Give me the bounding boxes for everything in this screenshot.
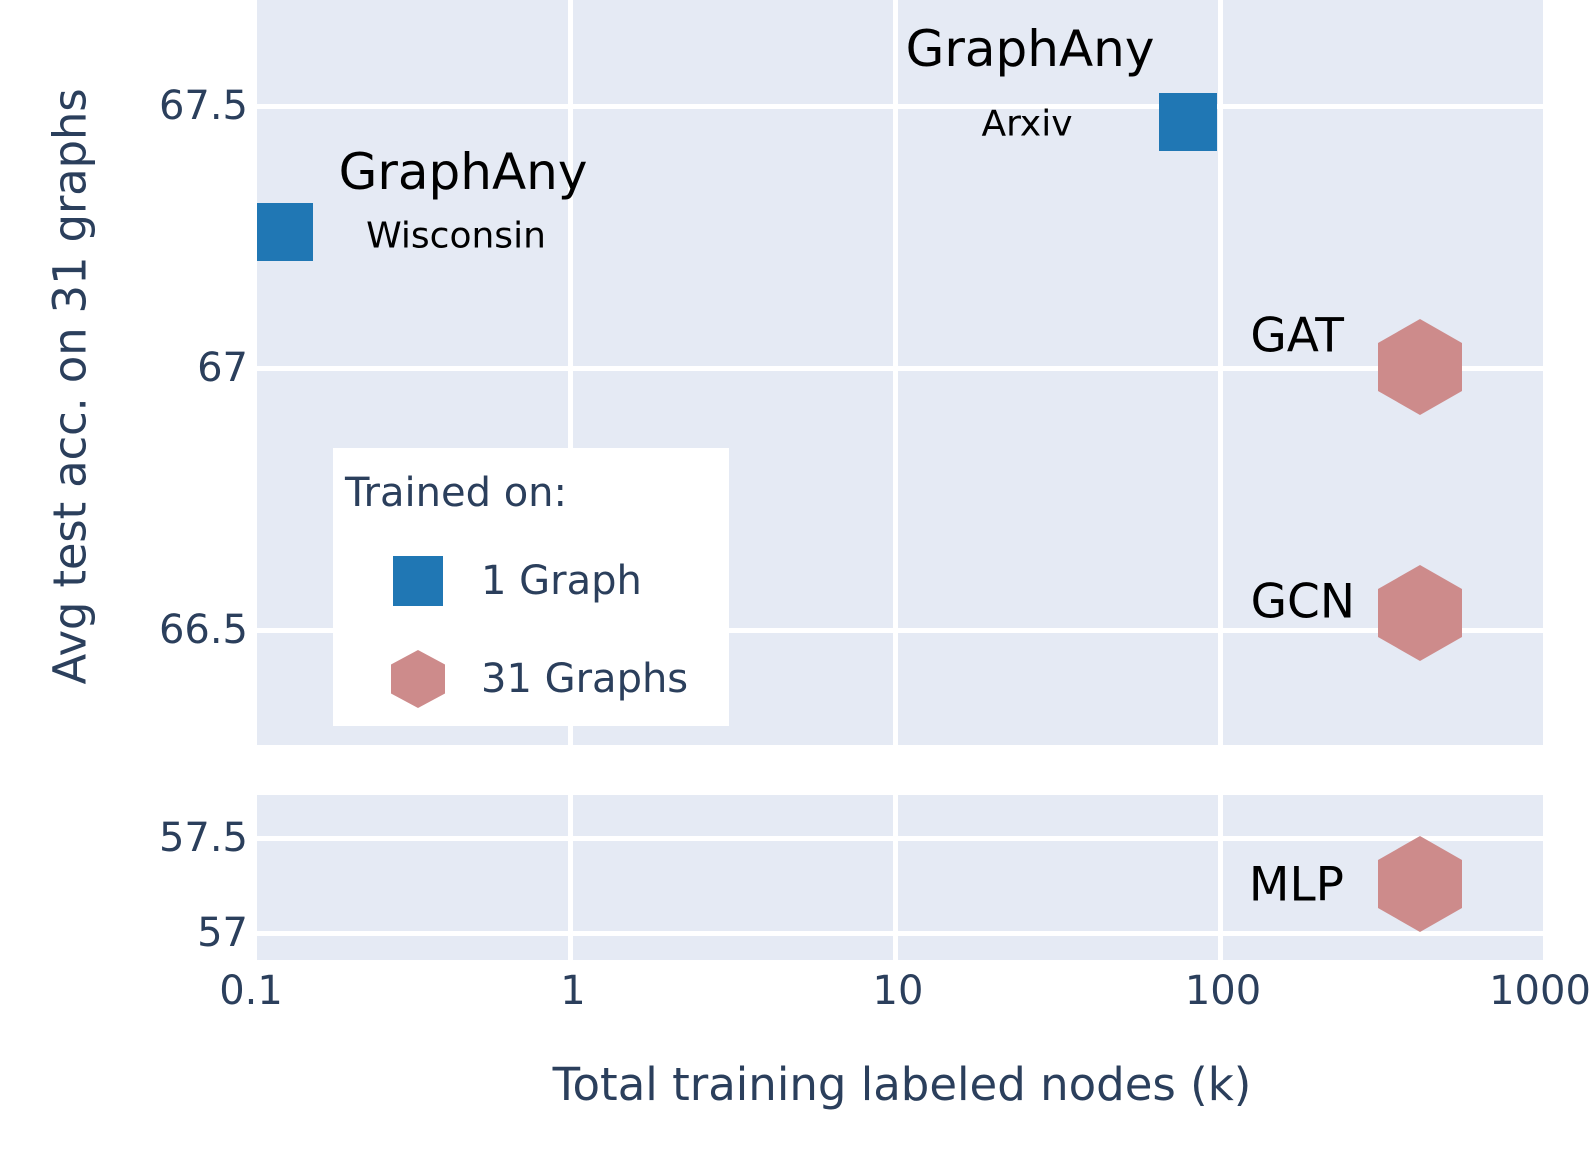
legend-item-1-graph: 1 Graph	[333, 546, 729, 616]
annotation-gat: GAT	[1250, 308, 1344, 364]
gridline-x-1-upper	[568, 0, 573, 745]
gridline-x-100-upper	[1218, 0, 1223, 745]
gridline-x-1-lower	[568, 795, 573, 960]
annotation-mlp: MLP	[1248, 857, 1344, 913]
y-tick-label: 57.5	[158, 815, 248, 861]
gridline-y-66.5	[257, 628, 1547, 633]
x-tick-label: 10	[872, 968, 924, 1014]
x-tick-label: 1	[560, 968, 586, 1014]
legend: Trained on: 1 Graph 31 Graphs	[333, 448, 729, 726]
gridline-x-1000-lower	[1543, 795, 1547, 960]
legend-title: Trained on:	[345, 470, 567, 516]
chart-panel-lower	[257, 795, 1547, 960]
gridline-y-67	[257, 366, 1547, 371]
x-tick-label: 1000	[1489, 968, 1591, 1014]
x-tick-label: 100	[1184, 968, 1262, 1014]
x-tick-label: 0.1	[219, 968, 283, 1014]
marker-graphany-wisconsin	[257, 203, 313, 261]
annotation-gcn: GCN	[1250, 574, 1355, 630]
marker-mlp	[1378, 836, 1462, 932]
y-axis-title: Avg test acc. on 31 graphs	[43, 88, 97, 685]
legend-item-label: 1 Graph	[481, 558, 642, 604]
annotation-graphany-wisconsin-title: GraphAny	[338, 143, 588, 201]
marker-gcn	[1378, 565, 1462, 661]
annotation-graphany-arxiv-sub: Arxiv	[981, 103, 1073, 145]
legend-swatch-square-icon	[393, 556, 443, 606]
gridline-x-1000-upper	[1543, 0, 1547, 745]
annotation-graphany-wisconsin-sub: Wisconsin	[366, 215, 546, 257]
gridline-x-100-lower	[1218, 795, 1223, 960]
legend-swatch-hexagon-icon	[391, 650, 445, 708]
y-tick-label: 57	[197, 910, 248, 956]
annotation-graphany-arxiv-title: GraphAny	[905, 20, 1155, 78]
legend-item-label: 31 Graphs	[481, 656, 689, 702]
x-axis-title: Total training labeled nodes (k)	[552, 1058, 1252, 1111]
gridline-x-10-upper	[893, 0, 898, 745]
legend-item-31-graphs: 31 Graphs	[333, 644, 729, 714]
gridline-x-10-lower	[893, 795, 898, 960]
marker-graphany-arxiv	[1159, 93, 1217, 151]
gridline-y-57.5	[257, 836, 1547, 841]
marker-gat	[1378, 319, 1462, 415]
gridline-y-57	[257, 931, 1547, 936]
gridline-y-67.5	[257, 104, 1547, 109]
